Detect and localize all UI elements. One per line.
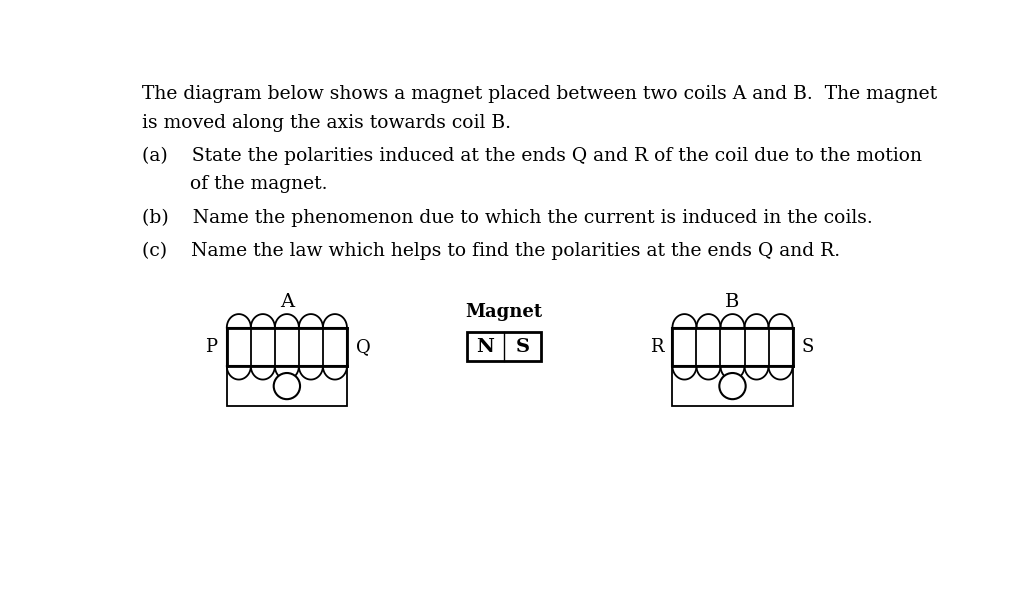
Text: R: R [649, 338, 664, 356]
Bar [673, 327, 793, 366]
Bar [467, 332, 541, 362]
Circle shape [719, 373, 745, 399]
Text: G: G [726, 378, 739, 394]
Text: Q: Q [356, 338, 371, 356]
Text: N: N [476, 338, 495, 356]
Bar [226, 366, 347, 406]
Text: The diagram below shows a magnet placed between two coils A and B.  The magnet: The diagram below shows a magnet placed … [142, 85, 937, 103]
Text: S: S [802, 338, 814, 356]
Text: G: G [281, 378, 294, 394]
Circle shape [273, 373, 300, 399]
Bar [673, 366, 793, 406]
Text: Magnet: Magnet [465, 302, 543, 321]
Bar [226, 327, 347, 366]
Text: P: P [206, 338, 217, 356]
Text: (c)    Name the law which helps to find the polarities at the ends Q and R.: (c) Name the law which helps to find the… [142, 241, 840, 260]
Text: (b)    Name the phenomenon due to which the current is induced in the coils.: (b) Name the phenomenon due to which the… [142, 209, 872, 227]
Text: A: A [280, 292, 294, 311]
Text: of the magnet.: of the magnet. [142, 175, 328, 193]
Text: (a)    State the polarities induced at the ends Q and R of the coil due to the m: (a) State the polarities induced at the … [142, 146, 922, 165]
Text: S: S [515, 338, 529, 356]
Text: B: B [725, 292, 739, 311]
Text: is moved along the axis towards coil B.: is moved along the axis towards coil B. [142, 113, 511, 132]
